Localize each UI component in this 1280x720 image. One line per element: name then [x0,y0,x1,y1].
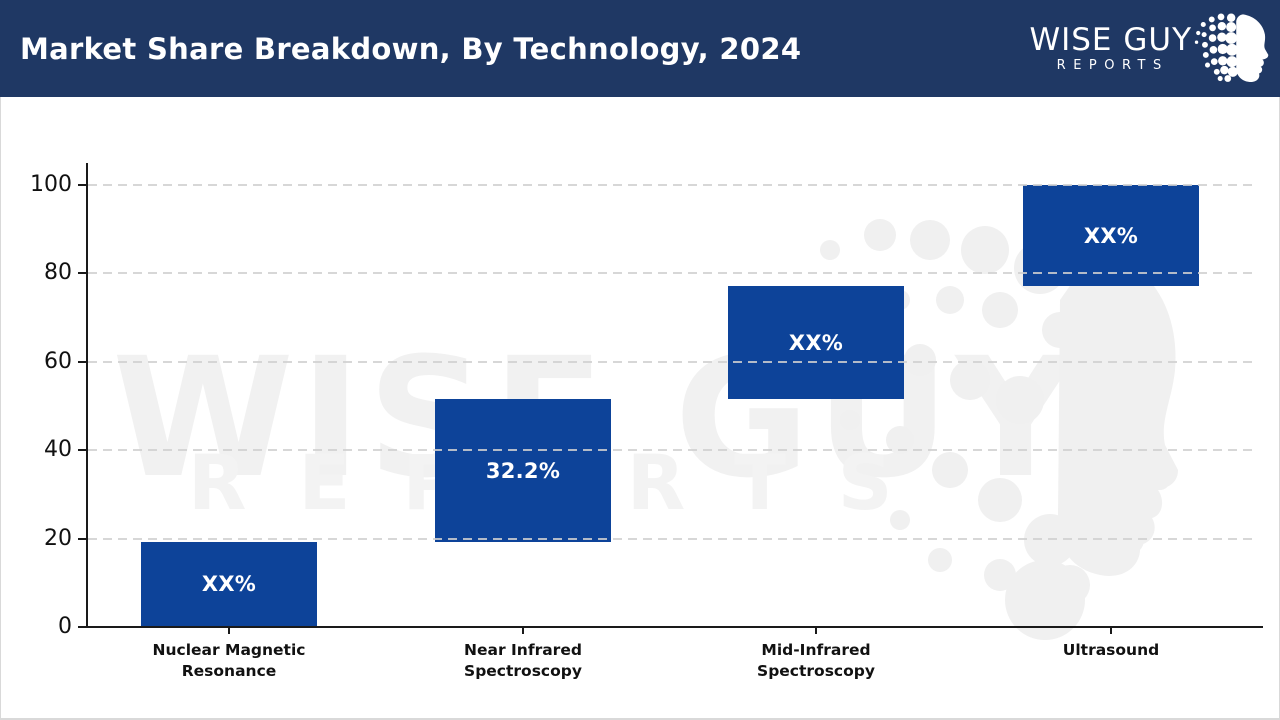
chart-title: Market Share Breakdown, By Technology, 2… [20,31,802,66]
logo-wordmark: WISE GUY [1029,22,1192,58]
gridline-80 [88,272,1255,275]
y-tick-label-40: 40 [44,437,72,463]
y-tick-mark-80 [78,272,87,275]
x-tick-mark-nuclear-magnetic-resonance [228,628,230,634]
bar-mid-infrared-spectroscopy: XX% [728,286,904,400]
y-tick-mark-60 [78,360,87,363]
x-tick-mark-mid-infrared-spectroscopy [815,628,817,634]
y-tick-mark-20 [78,537,87,540]
bar-value-label-nuclear-magnetic-resonance: XX% [201,572,257,597]
header-bar: Market Share Breakdown, By Technology, 2… [0,0,1280,97]
logo-text: WISE GUY REPORTS [1029,23,1192,74]
x-tick-mark-near-infrared-spectroscopy [522,628,524,634]
x-category-label-mid-infrared-spectroscopy: Mid-Infrared Spectroscopy [757,641,875,680]
y-tick-label-0: 0 [58,614,72,639]
bar-nuclear-magnetic-resonance: XX% [141,541,317,627]
gridline-100 [88,184,1255,186]
gridline-60 [88,360,1255,363]
x-category-label-near-infrared-spectroscopy: Near Infrared Spectroscopy [464,641,582,680]
y-tick-mark-100 [78,184,87,186]
bar-value-label-mid-infrared-spectroscopy: XX% [788,330,844,355]
bar-value-label-near-infrared-spectroscopy: 32.2% [485,458,561,483]
y-axis-line [86,163,88,628]
y-tick-label-60: 60 [44,348,72,374]
x-category-label-ultrasound: Ultrasound [1062,641,1160,659]
brand-logo: WISE GUY REPORTS [1029,7,1270,91]
gridline-20 [88,537,1255,540]
y-tick-label-100: 100 [30,172,72,197]
y-tick-label-20: 20 [44,525,72,551]
bar-value-label-ultrasound: XX% [1083,223,1139,248]
x-category-label-nuclear-magnetic-resonance: Nuclear Magnetic Resonance [152,641,306,680]
x-tick-mark-ultrasound [1110,628,1112,634]
logo-subtext: REPORTS [1056,58,1169,73]
x-axis-line [86,626,1263,628]
gridline-40 [88,449,1255,452]
y-tick-mark-40 [78,449,87,452]
bar-near-infrared-spectroscopy: 32.2% [435,399,611,542]
logo-head-icon [1194,13,1269,82]
y-tick-mark-0 [78,626,87,628]
bar-ultrasound: XX% [1023,185,1199,287]
y-tick-label-80: 80 [44,260,72,286]
